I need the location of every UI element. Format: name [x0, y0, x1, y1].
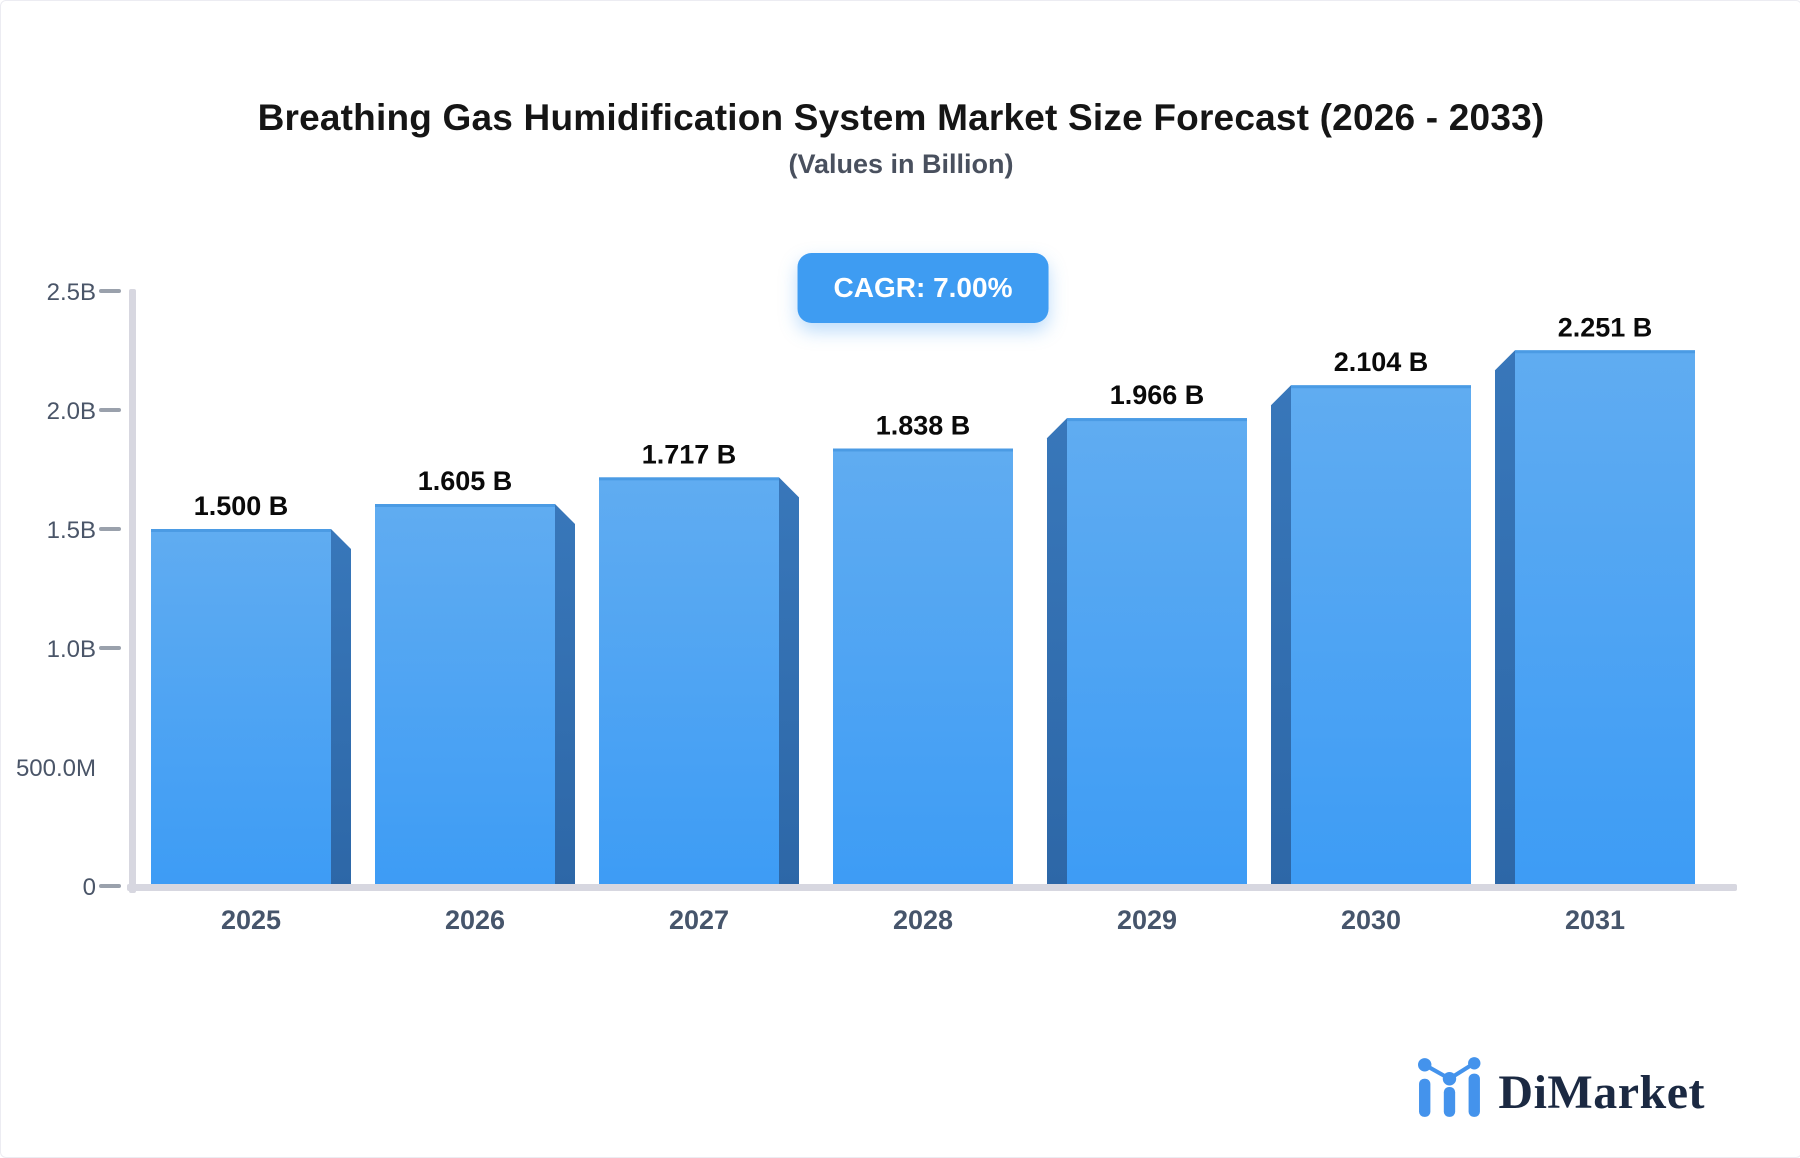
- bar-front-face: [1291, 385, 1471, 886]
- brand-logo-text: DiMarket: [1498, 1066, 1705, 1119]
- bar-side-face: [1271, 385, 1291, 886]
- bar-value-label: 1.605 B: [418, 466, 513, 496]
- y-axis-label: 2.0B: [47, 398, 96, 425]
- y-tick-dash: [99, 884, 121, 888]
- brand-logo: DiMarket: [1418, 1057, 1705, 1117]
- y-tick-dash: [99, 289, 121, 293]
- bar-value-label: 1.838 B: [876, 411, 971, 441]
- bar-value-labels: 1.500 B 1.605 B 1.717 B 1.838 B 1.966 B 2.104…: [194, 312, 1653, 521]
- bar-2025[interactable]: [151, 529, 351, 886]
- bar-front-face: [833, 448, 1013, 886]
- bar-2028[interactable]: [833, 448, 1013, 886]
- x-axis-label-2028: 2028: [893, 905, 953, 935]
- x-axis-label-2031: 2031: [1565, 905, 1625, 935]
- bar-value-label: 1.717 B: [642, 439, 737, 469]
- y-tick-dash: [99, 527, 121, 531]
- bar-value-label: 1.500 B: [194, 491, 289, 521]
- bar-front-face: [1067, 418, 1247, 886]
- cagr-badge: CAGR: 7.00%: [797, 253, 1049, 323]
- bar-front-face: [599, 477, 779, 886]
- x-axis-label-2025: 2025: [221, 905, 281, 935]
- y-tick-dash: [99, 408, 121, 412]
- y-axis-line: [129, 289, 136, 893]
- bar-front-face: [151, 529, 331, 886]
- bar-side-face: [1495, 350, 1515, 887]
- bar-side-face: [331, 529, 351, 886]
- bar-front-face: [375, 504, 555, 886]
- y-axis-label: 1.5B: [47, 517, 96, 544]
- bar-side-face: [1047, 418, 1067, 886]
- bar-value-label: 1.966 B: [1110, 380, 1205, 410]
- bar-2029[interactable]: [1047, 418, 1247, 886]
- chart-subtitle: (Values in Billion): [788, 149, 1014, 179]
- x-axis-label-2030: 2030: [1341, 905, 1401, 935]
- x-axis-label-2026: 2026: [445, 905, 505, 935]
- x-axis-ticks: 2025 2026 2027 2028 2029 2030 2031: [221, 905, 1625, 935]
- y-axis-label: 0: [83, 874, 96, 901]
- y-axis-label: 1.0B: [47, 636, 96, 663]
- x-axis-label-2029: 2029: [1117, 905, 1177, 935]
- bars-group: [151, 350, 1695, 887]
- bar-2027[interactable]: [599, 477, 799, 886]
- y-axis-label: 2.5B: [47, 279, 96, 306]
- y-axis-ticks: 2.5B 2.0B 1.5B 1.0B 500.0M 0: [16, 279, 121, 901]
- bar-side-face: [555, 504, 575, 886]
- x-axis-label-2027: 2027: [669, 905, 729, 935]
- bar-line-chart-icon: [1418, 1057, 1481, 1117]
- x-axis-line: [127, 884, 1737, 891]
- bar-2030[interactable]: [1271, 385, 1471, 886]
- bar-value-label: 2.104 B: [1334, 347, 1429, 377]
- bar-2026[interactable]: [375, 504, 575, 886]
- bar-side-face: [779, 477, 799, 886]
- bar-value-label: 2.251 B: [1558, 312, 1653, 342]
- bar-2031[interactable]: [1495, 350, 1695, 887]
- y-axis-label: 500.0M: [16, 755, 96, 782]
- axes-group: [127, 289, 1737, 893]
- chart-title: Breathing Gas Humidification System Mark…: [257, 97, 1545, 138]
- y-tick-dash: [99, 646, 121, 650]
- bar-front-face: [1515, 350, 1695, 887]
